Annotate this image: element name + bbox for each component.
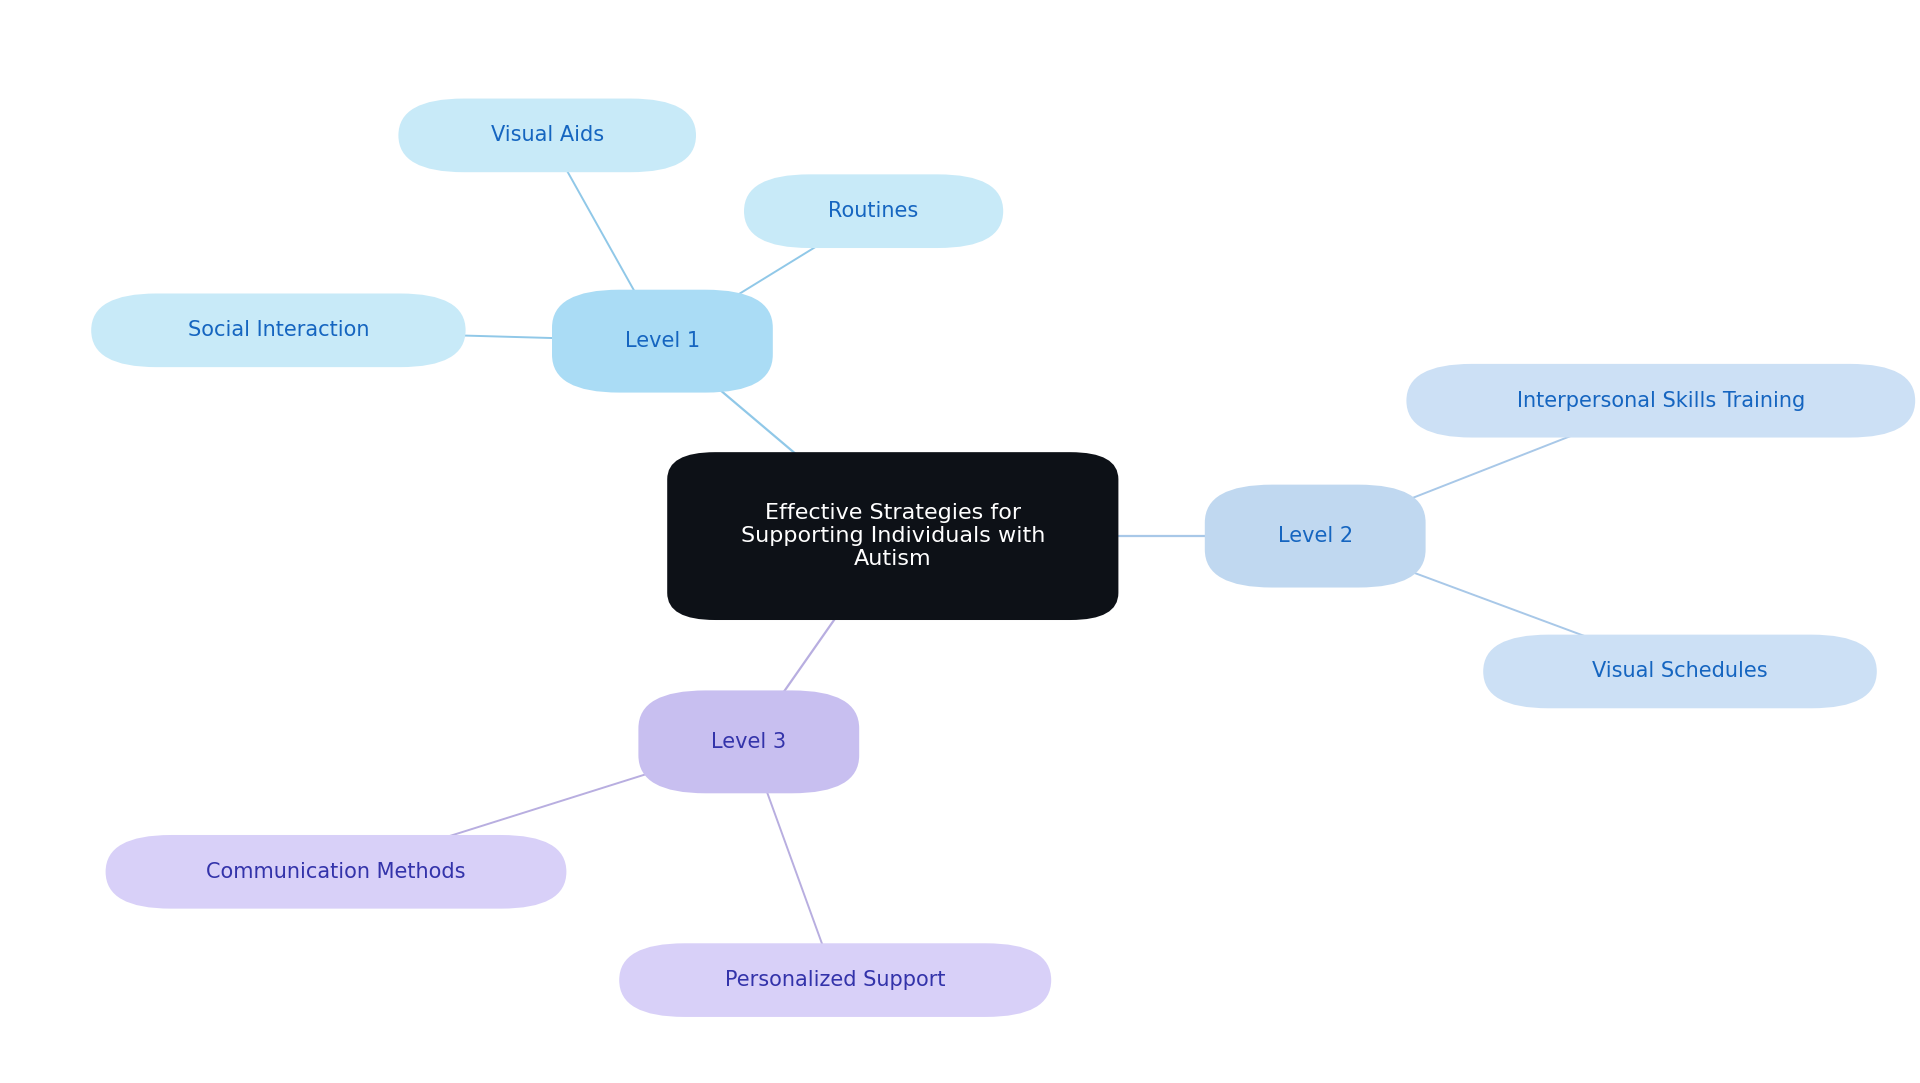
Text: Social Interaction: Social Interaction — [188, 321, 369, 340]
Text: Level 2: Level 2 — [1277, 526, 1354, 546]
Text: Visual Schedules: Visual Schedules — [1592, 662, 1768, 681]
Text: Personalized Support: Personalized Support — [726, 970, 945, 990]
Text: Effective Strategies for
Supporting Individuals with
Autism: Effective Strategies for Supporting Indi… — [741, 503, 1044, 570]
FancyBboxPatch shape — [745, 174, 1002, 248]
Text: Level 3: Level 3 — [710, 732, 787, 752]
FancyBboxPatch shape — [1405, 364, 1914, 438]
FancyBboxPatch shape — [106, 835, 566, 909]
Text: Level 1: Level 1 — [624, 331, 701, 351]
Text: Interpersonal Skills Training: Interpersonal Skills Training — [1517, 391, 1805, 410]
FancyBboxPatch shape — [1206, 485, 1425, 587]
FancyBboxPatch shape — [1482, 635, 1876, 708]
FancyBboxPatch shape — [90, 293, 465, 367]
FancyBboxPatch shape — [618, 943, 1052, 1017]
FancyBboxPatch shape — [668, 453, 1117, 619]
Text: Communication Methods: Communication Methods — [205, 862, 467, 882]
FancyBboxPatch shape — [397, 99, 695, 172]
FancyBboxPatch shape — [553, 289, 772, 393]
Text: Routines: Routines — [828, 201, 920, 221]
FancyBboxPatch shape — [637, 691, 860, 793]
Text: Visual Aids: Visual Aids — [492, 126, 603, 145]
